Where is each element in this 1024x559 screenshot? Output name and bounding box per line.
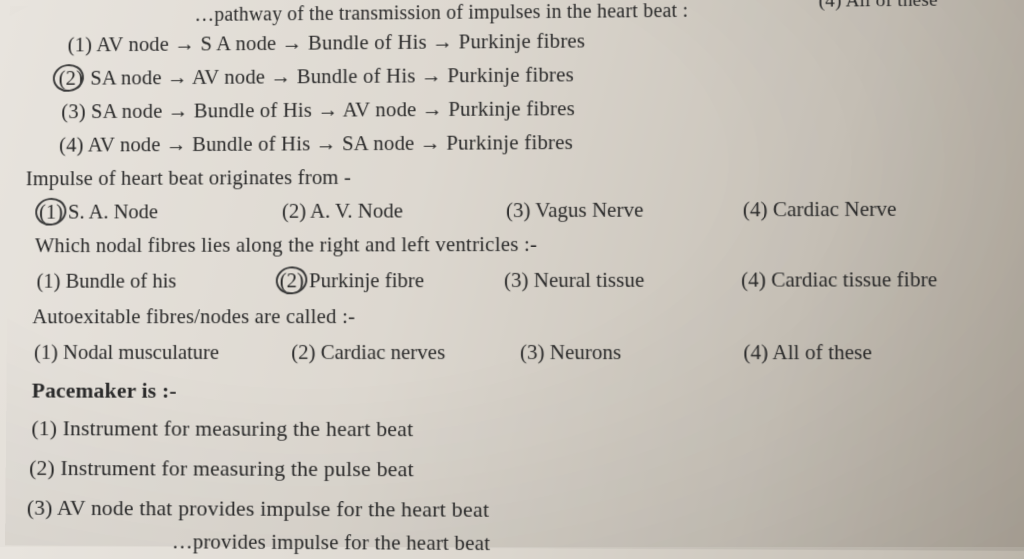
q2-option-1: (1) S. A. Node [39, 199, 158, 224]
q2-option-2: (2) A. V. Node [282, 199, 403, 224]
q2-option-3: (3) Vagus Nerve [506, 198, 643, 223]
circled-mark-q3o2: (2) [280, 268, 304, 292]
q2-options: (1) S. A. Node (2) A. V. Node (3) Vagus … [8, 196, 1024, 200]
q5-option-3: (3) AV node that provides impulse for th… [27, 495, 489, 523]
q1-option-3: (3) SA node → Bundle of His → AV node → … [61, 96, 575, 124]
worksheet-page: …pathway of the transmission of impulses… [5, 0, 1024, 551]
q2-stem: Impulse of heart beat originates from - [26, 165, 352, 191]
q4-option-4: (4) All of these [743, 340, 872, 365]
q4-stem: Autoexitable fibres/nodes are called :- [32, 304, 355, 329]
q1-option-4: (4) AV node → Bundle of His → SA node → … [59, 130, 573, 157]
q3-stem: Which nodal fibres lies along the right … [35, 232, 537, 258]
q1-option-1: (1) AV node → S A node → Bundle of His →… [68, 29, 586, 58]
q1-option-2-text: SA node → AV node → Bundle of His → Purk… [85, 62, 574, 89]
circled-mark-q2o1: (1) [39, 200, 63, 224]
q3-options: (1) Bundle of his (2) Purkinje fibre (3)… [8, 267, 1024, 269]
prev-question-tail: …pathway of the transmission of impulses… [195, 0, 689, 27]
q5-stem: Pacemaker is :- [32, 378, 177, 404]
circled-mark-q1o2: (2) [57, 66, 85, 90]
q4-option-1: (1) Nodal musculature [34, 340, 219, 365]
q3-option-1: (1) Bundle of his [36, 269, 176, 294]
q3-option-2: (2) Purkinje fibre [280, 268, 424, 293]
q2-option-4: (4) Cardiac Nerve [743, 197, 897, 223]
q3-option-4: (4) Cardiac tissue fibre [741, 267, 937, 293]
prev-option-4: (4) All of these [819, 0, 938, 13]
q5-option-1: (1) Instrument for measuring the heart b… [31, 415, 413, 442]
q5-option-2: (2) Instrument for measuring the pulse b… [29, 455, 414, 482]
q5-option-4-tail: …provides impulse for the heart beat [172, 529, 490, 556]
q1-option-2: (2) SA node → AV node → Bundle of His → … [57, 62, 574, 90]
q4-option-2: (2) Cardiac nerves [291, 340, 445, 365]
q4-option-3: (3) Neurons [520, 340, 621, 365]
q3-option-3: (3) Neural tissue [504, 268, 644, 293]
